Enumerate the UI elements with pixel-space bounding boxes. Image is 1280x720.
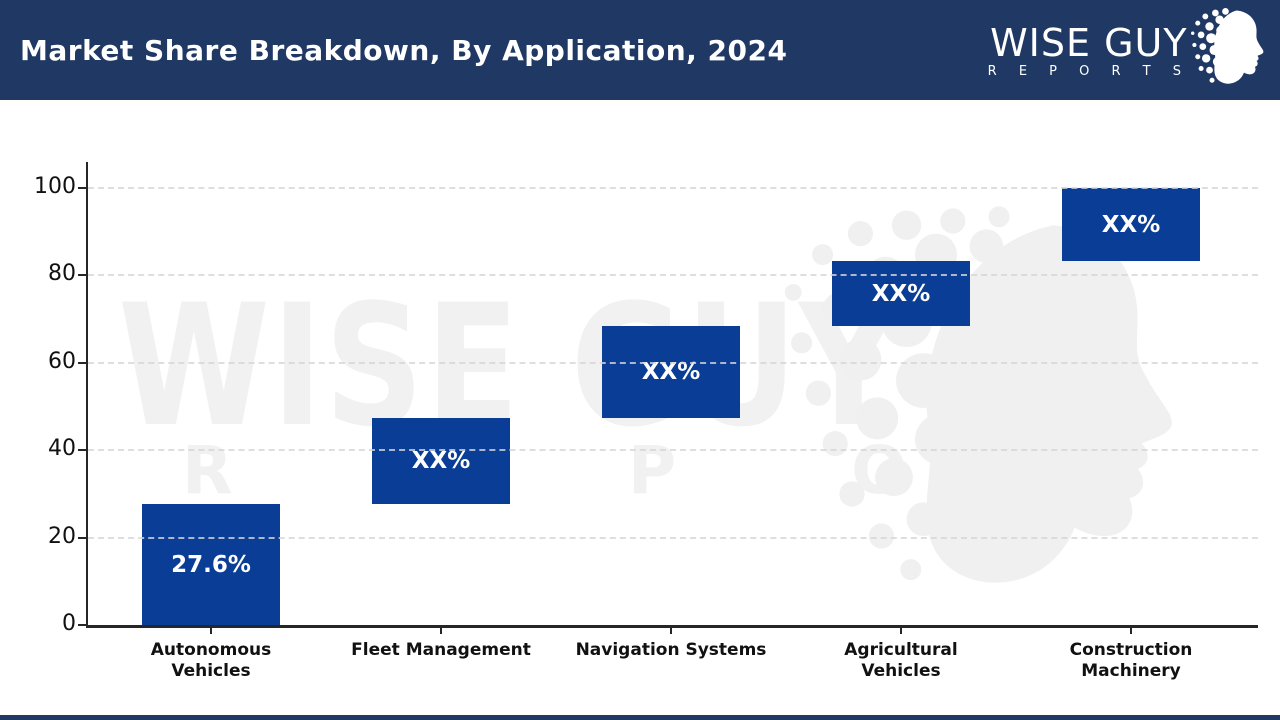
y-tick-label: 80: [48, 261, 76, 287]
y-tick-label: 0: [62, 611, 76, 636]
brand-logo: WISE GUY R E P O R T S: [988, 6, 1270, 94]
bar-value-label: XX%: [411, 448, 471, 475]
brand-name: WISE GUY: [990, 20, 1188, 65]
y-tick-label: 40: [48, 436, 76, 462]
x-tick-mark: [210, 625, 212, 634]
bar-segment: XX%: [602, 325, 740, 418]
gridline: [88, 449, 1258, 452]
gridline: [88, 274, 1258, 277]
x-tick-mark: [900, 625, 902, 634]
gridline: [88, 187, 1258, 189]
y-tick-label: 100: [34, 174, 76, 199]
x-axis-category-label: Fleet Management: [351, 640, 531, 660]
x-axis-category-label: Construction Machinery: [1069, 640, 1193, 681]
y-tick-mark: [78, 449, 86, 452]
bar-value-label: XX%: [871, 280, 931, 307]
brand-logo-text: WISE GUY R E P O R T S: [988, 22, 1190, 79]
y-tick-mark: [78, 274, 86, 277]
bar-segment: XX%: [832, 261, 970, 326]
y-tick-label: 20: [48, 523, 76, 549]
watermark-head-icon: [784, 206, 1172, 583]
footer-bar: [0, 715, 1280, 720]
logo-head-icon: [1191, 8, 1264, 84]
x-axis-category-label: Navigation Systems: [575, 640, 767, 660]
x-tick-mark: [670, 625, 672, 634]
gridline: [88, 361, 1258, 364]
chart-title: Market Share Breakdown, By Application, …: [20, 33, 788, 67]
x-axis-category-label: Agricultural Vehicles: [844, 640, 958, 681]
bar-segment: 27.6%: [142, 504, 280, 625]
brand-subtitle: R E P O R T S: [987, 63, 1190, 79]
x-axis-category-label: Autonomous Vehicles: [150, 640, 272, 681]
bar-segment: XX%: [372, 417, 510, 505]
gridline: [88, 536, 1258, 539]
bar-value-label: 27.6%: [171, 551, 251, 578]
bar-segment: XX%: [1062, 188, 1200, 262]
x-axis-line: [86, 625, 1258, 628]
x-tick-mark: [1130, 625, 1132, 634]
y-tick-mark: [78, 187, 86, 189]
y-axis-line: [86, 162, 88, 625]
y-tick-mark: [78, 624, 86, 626]
bar-value-label: XX%: [1101, 211, 1161, 238]
y-tick-mark: [78, 536, 86, 539]
x-tick-mark: [440, 625, 442, 634]
y-tick-mark: [78, 361, 86, 364]
y-tick-label: 60: [48, 348, 76, 374]
header-bar: Market Share Breakdown, By Application, …: [0, 0, 1280, 100]
